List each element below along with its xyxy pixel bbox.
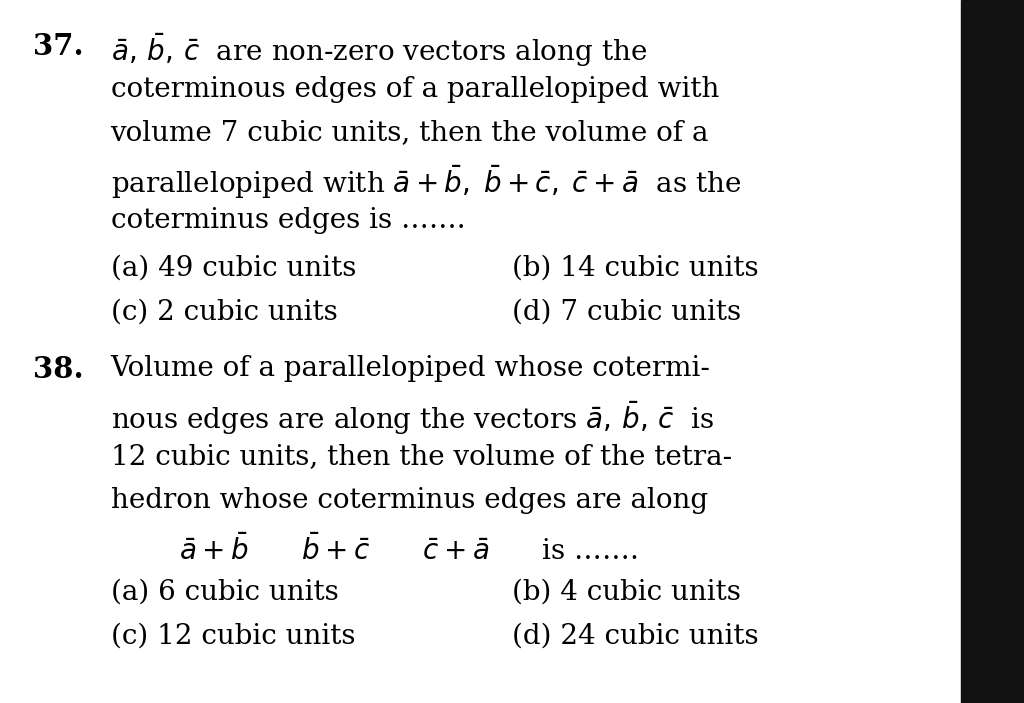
Text: $\bar{a}+\bar{b}\qquad \bar{b}+\bar{c}\qquad \bar{c}+\bar{a}$      is …….: $\bar{a}+\bar{b}\qquad \bar{b}+\bar{c}\q… [179, 535, 638, 567]
Text: coterminous edges of a parallelopiped with: coterminous edges of a parallelopiped wi… [111, 75, 719, 103]
Text: 38.: 38. [33, 356, 83, 385]
Text: 12 cubic units, then the volume of the tetra-: 12 cubic units, then the volume of the t… [111, 444, 732, 470]
Text: hedron whose coterminus edges are along: hedron whose coterminus edges are along [111, 487, 708, 514]
Text: volume 7 cubic units, then the volume of a: volume 7 cubic units, then the volume of… [111, 120, 709, 146]
Text: (d) 7 cubic units: (d) 7 cubic units [512, 299, 741, 325]
Text: (b) 14 cubic units: (b) 14 cubic units [512, 255, 759, 282]
Text: 37.: 37. [33, 32, 83, 60]
Text: parallelopiped with $\bar{a}+\bar{b},\; \bar{b}+\bar{c},\; \bar{c}+\bar{a}$  as : parallelopiped with $\bar{a}+\bar{b},\; … [111, 163, 741, 201]
Text: (b) 4 cubic units: (b) 4 cubic units [512, 579, 741, 605]
Text: nous edges are along the vectors $\bar{a},\, \bar{b},\, \bar{c}$  is: nous edges are along the vectors $\bar{a… [111, 399, 714, 437]
Text: (c) 2 cubic units: (c) 2 cubic units [111, 299, 337, 325]
Bar [961, 0, 1024, 703]
Text: (c) 12 cubic units: (c) 12 cubic units [111, 623, 355, 650]
Text: (d) 24 cubic units: (d) 24 cubic units [512, 623, 759, 650]
Text: (a) 6 cubic units: (a) 6 cubic units [111, 579, 338, 605]
Text: coterminus edges is …….: coterminus edges is ……. [111, 207, 465, 234]
Text: $\bar{a},\, \bar{b},\, \bar{c}$  are non-zero vectors along the: $\bar{a},\, \bar{b},\, \bar{c}$ are non-… [111, 32, 647, 70]
Text: Volume of a parallelopiped whose cotermi-: Volume of a parallelopiped whose cotermi… [111, 356, 711, 382]
Text: (a) 49 cubic units: (a) 49 cubic units [111, 255, 356, 282]
